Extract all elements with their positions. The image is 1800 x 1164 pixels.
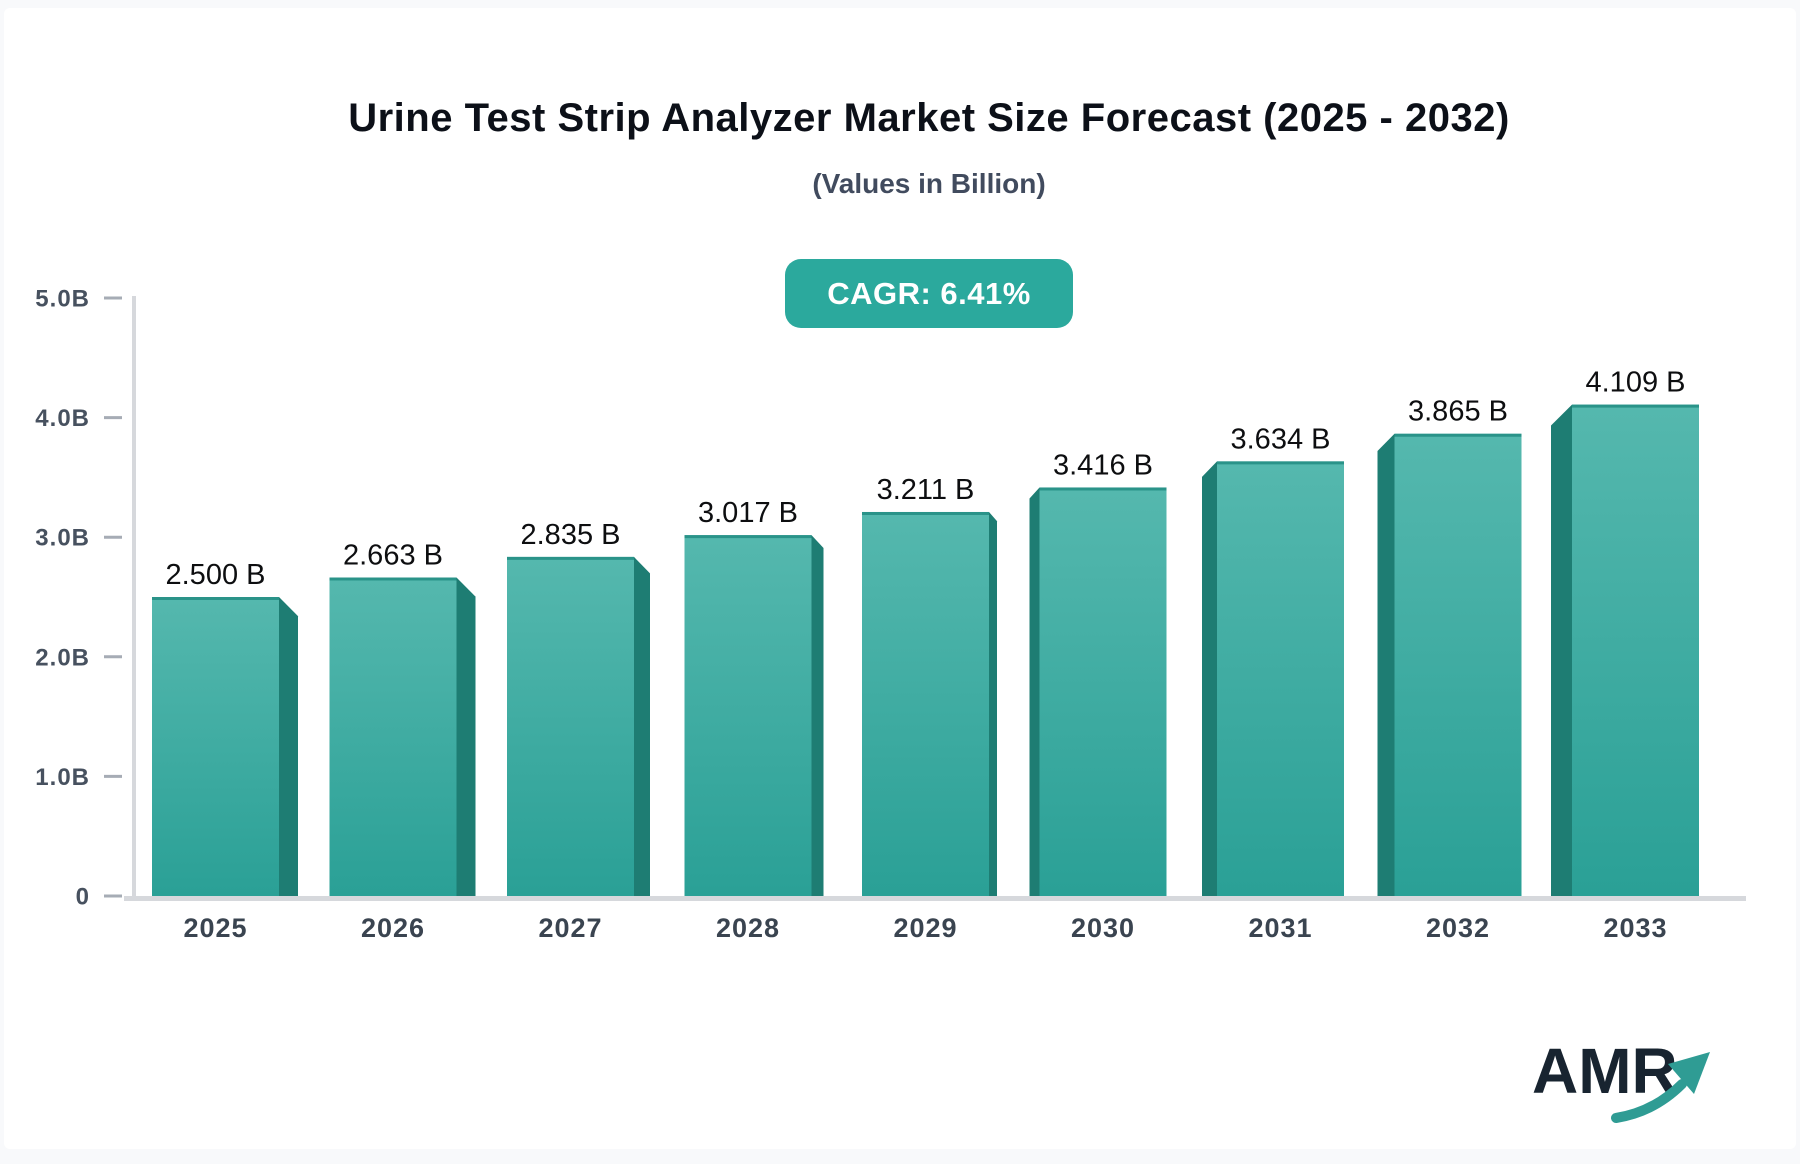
- x-tick-label: 2033: [1603, 913, 1667, 943]
- bar-front-face: [1217, 461, 1344, 896]
- bar-value-label: 3.634 B: [1231, 423, 1331, 455]
- bar-value-label: 3.017 B: [698, 497, 798, 529]
- y-tick-label: 4.0B: [35, 405, 90, 432]
- bar-front-face: [862, 511, 989, 896]
- y-tick-label: 5.0B: [35, 286, 90, 313]
- bar-2030[interactable]: 3.416 B 2030: [1029, 449, 1167, 943]
- bar-2026[interactable]: 2.663 B 2026: [329, 540, 476, 943]
- bar-front-face: [329, 577, 457, 896]
- bar-value-label: 3.211 B: [877, 474, 975, 506]
- bar-2025[interactable]: 2.500 B 2025: [152, 559, 298, 943]
- y-axis-line: [132, 296, 136, 900]
- x-tick-label: 2030: [1071, 913, 1135, 943]
- y-tick-label: 1.0B: [35, 764, 90, 791]
- bar-value-label: 2.835 B: [521, 519, 621, 551]
- x-tick-label: 2025: [183, 913, 247, 943]
- bar-2027[interactable]: 2.835 B 2027: [507, 519, 650, 943]
- x-axis-line: [124, 896, 1746, 901]
- amr-logo-text: AMR: [1532, 1035, 1678, 1107]
- bar-value-label: 3.865 B: [1408, 396, 1508, 428]
- bar-value-label: 3.416 B: [1053, 449, 1153, 481]
- bar-front-face: [1039, 487, 1167, 896]
- bar-side-face: [279, 597, 298, 896]
- bar-2033[interactable]: 4.109 B 2033: [1551, 367, 1699, 943]
- bar-front-face: [152, 597, 279, 896]
- x-tick-label: 2031: [1248, 913, 1312, 943]
- y-tick-label: 2.0B: [35, 644, 90, 671]
- bar-front-face: [1572, 404, 1699, 896]
- bar-value-label: 2.663 B: [343, 540, 443, 572]
- x-tick-label: 2027: [538, 913, 602, 943]
- bar-side-face: [1029, 487, 1040, 896]
- growth-arrow-icon: [1611, 1052, 1710, 1123]
- bar-side-face: [811, 535, 824, 896]
- bar-side-face: [1202, 461, 1217, 896]
- bars-group: 2.500 B 2025 2.663 B 2026 2.835 B 2027 3.017 B…: [152, 367, 1699, 943]
- x-tick-label: 2028: [716, 913, 780, 943]
- y-tick-label: 3.0B: [35, 525, 90, 552]
- bar-side-face: [456, 577, 476, 896]
- bar-side-face: [1377, 433, 1395, 896]
- chart-subtitle: (Values in Billion): [812, 168, 1046, 199]
- bar-2031[interactable]: 3.634 B 2031: [1202, 423, 1344, 943]
- bar-value-label: 2.500 B: [166, 559, 266, 591]
- bar-2032[interactable]: 3.865 B 2032: [1377, 396, 1522, 943]
- x-tick-label: 2026: [361, 913, 425, 943]
- bar-side-face: [634, 556, 650, 896]
- y-tick-label: 0: [76, 884, 90, 911]
- bar-value-label: 4.109 B: [1586, 367, 1686, 399]
- growth-arrow-tail: [1611, 1079, 1687, 1123]
- bar-2028[interactable]: 3.017 B 2028: [684, 497, 824, 943]
- chart-card: Urine Test Strip Analyzer Market Size Fo…: [4, 8, 1796, 1149]
- amr-logo: AMR: [1532, 1036, 1732, 1131]
- bar-front-face: [507, 556, 634, 896]
- x-tick-label: 2029: [893, 913, 957, 943]
- bar-side-face: [1551, 404, 1572, 896]
- growth-arrow-head: [1668, 1052, 1710, 1094]
- bar-2029[interactable]: 3.211 B 2029: [862, 474, 997, 943]
- y-axis: 0 1.0B 2.0B 3.0B 4.0B 5.0B: [35, 286, 122, 911]
- x-tick-label: 2032: [1426, 913, 1490, 943]
- cagr-badge: CAGR: 6.41%: [785, 259, 1073, 328]
- bar-front-face: [1394, 433, 1522, 896]
- bar-front-face: [684, 535, 812, 896]
- cagr-badge-row: CAGR: 6.41%: [4, 259, 1800, 329]
- chart-title: Urine Test Strip Analyzer Market Size Fo…: [348, 96, 1510, 140]
- bar-side-face: [989, 511, 997, 896]
